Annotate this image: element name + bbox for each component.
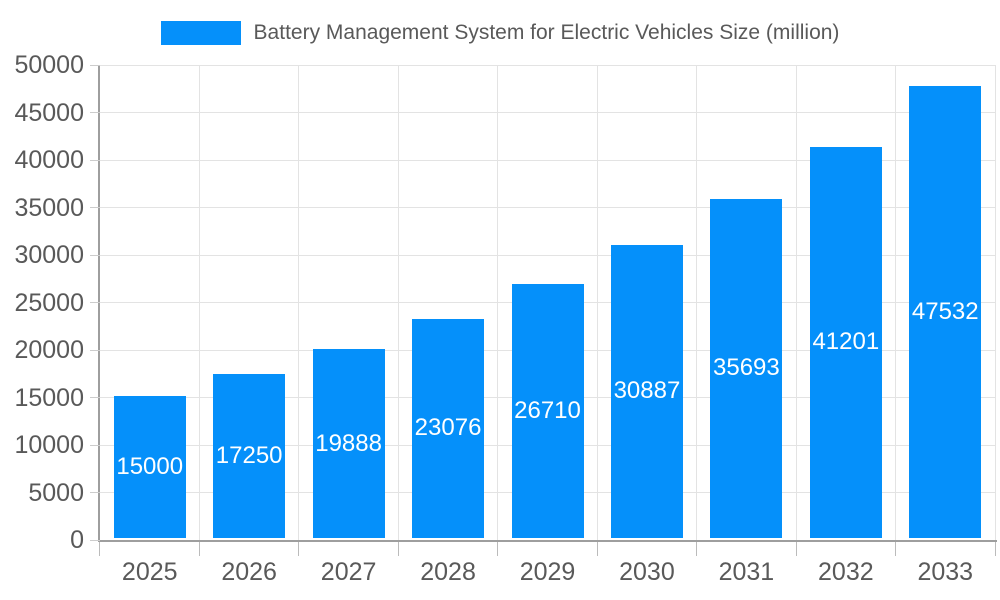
x-axis-tick: [696, 542, 698, 556]
bar-value-label: 17250: [215, 442, 283, 470]
x-axis-tick: [596, 542, 598, 556]
vertical-gridline: [795, 65, 797, 540]
bar[interactable]: 15000: [113, 395, 186, 538]
y-axis-tick: [90, 539, 100, 541]
y-axis-tick-label: 5000: [28, 478, 84, 507]
vertical-gridline: [198, 65, 200, 540]
y-axis-tick: [90, 397, 100, 398]
horizontal-gridline: [100, 254, 995, 256]
legend-label: Battery Management System for Electric V…: [253, 21, 840, 44]
y-axis-tick-label: 45000: [14, 98, 84, 127]
bar-value-label: 30887: [613, 377, 681, 405]
x-axis-tick-label: 2033: [917, 558, 974, 586]
y-axis-tick: [90, 112, 100, 113]
legend[interactable]: Battery Management System for Electric V…: [0, 14, 1000, 52]
vertical-gridline: [397, 65, 399, 540]
x-axis-tick: [895, 542, 897, 556]
bar-value-label: 15000: [116, 452, 184, 480]
y-axis-tick-label: 20000: [14, 336, 84, 364]
y-axis-tick: [90, 254, 100, 256]
bar[interactable]: 41201: [809, 146, 882, 538]
bar[interactable]: 17250: [213, 374, 286, 538]
x-axis-tick-label: 2029: [519, 558, 576, 586]
bar-value-label: 23076: [414, 414, 482, 442]
horizontal-gridline: [100, 112, 995, 113]
horizontal-gridline: [100, 207, 995, 208]
bar-value-label: 41201: [812, 328, 880, 356]
y-axis-tick: [90, 64, 100, 66]
x-axis-tick: [98, 542, 100, 556]
horizontal-gridline: [100, 64, 995, 66]
y-axis-tick: [90, 302, 100, 303]
vertical-gridline: [994, 65, 996, 540]
x-axis-tick-label: 2028: [420, 558, 476, 586]
bar[interactable]: 35693: [710, 198, 783, 538]
bar-value-label: 47532: [911, 298, 979, 326]
bar-value-label: 26710: [514, 397, 581, 425]
x-axis-tick: [497, 542, 499, 556]
bar[interactable]: 30887: [610, 244, 683, 538]
vertical-gridline: [895, 65, 897, 540]
bar[interactable]: 19888: [312, 349, 385, 538]
y-axis-tick: [90, 492, 100, 493]
x-axis-tick-label: 2031: [718, 558, 775, 586]
bar-value-label: 35693: [713, 354, 780, 382]
y-axis-tick-label: 10000: [14, 431, 84, 459]
x-axis-tick-label: 2032: [818, 558, 874, 586]
x-axis-tick: [298, 542, 300, 556]
legend-swatch-icon: [160, 21, 241, 45]
horizontal-gridline: [100, 159, 995, 161]
vertical-gridline: [596, 65, 598, 540]
x-axis-tick: [994, 542, 996, 556]
vertical-gridline: [497, 65, 499, 540]
y-axis-line: [98, 65, 100, 542]
x-axis-tick: [795, 542, 797, 556]
bar[interactable]: 23076: [412, 318, 485, 538]
y-axis-tick-label: 40000: [14, 146, 84, 174]
x-axis-tick: [198, 542, 200, 556]
bar[interactable]: 47532: [909, 86, 982, 538]
vertical-gridline: [298, 65, 300, 540]
y-axis-tick: [90, 349, 100, 351]
x-axis-line: [98, 540, 997, 542]
plot-area: 0 5000 10000 15000 20000 25000 30000 35000 40000…: [14, 51, 997, 586]
y-axis-tick-label: 0: [70, 526, 84, 554]
x-axis-tick-label: 2026: [221, 558, 277, 586]
x-axis-tick-label: 2030: [619, 558, 675, 586]
y-axis-tick-label: 25000: [14, 288, 84, 317]
x-axis-tick-label: 2027: [320, 558, 377, 586]
y-axis-tick-label: 30000: [14, 241, 84, 269]
y-axis-tick: [90, 159, 100, 161]
y-axis-tick-label: 50000: [14, 51, 84, 79]
y-axis-tick: [90, 207, 100, 208]
bar[interactable]: 26710: [511, 284, 584, 538]
x-axis-tick: [397, 542, 399, 556]
y-axis-tick: [90, 444, 100, 446]
y-axis-tick-label: 15000: [14, 383, 84, 412]
x-axis-tick-label: 2025: [121, 558, 178, 586]
vertical-gridline: [696, 65, 698, 540]
bar-value-label: 19888: [315, 429, 382, 457]
y-axis-tick-label: 35000: [14, 193, 84, 222]
